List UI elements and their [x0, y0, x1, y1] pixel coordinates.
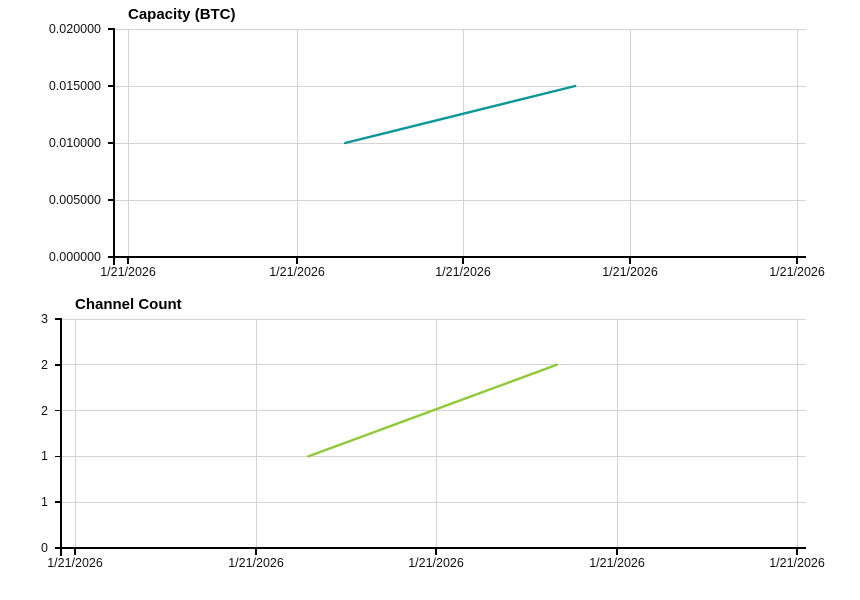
channel-count-y-tick-mark [55, 409, 62, 412]
channel-count-v-gridline [74, 319, 76, 548]
channel-count-h-gridline [62, 455, 806, 457]
capacity-chart-title: Capacity (BTC) [128, 6, 236, 23]
channel-count-v-gridline [435, 319, 437, 548]
capacity-x-tick-label: 1/21/2026 [602, 265, 658, 279]
channel-count-y-tick-mark [55, 455, 62, 458]
channel-count-x-tick-label: 1/21/2026 [589, 556, 645, 570]
capacity-h-gridline [115, 28, 806, 30]
capacity-v-gridline [462, 29, 464, 257]
channel-count-h-gridline [62, 364, 806, 366]
capacity-x-tick-mark [127, 257, 129, 264]
channel-count-y-tick-label: 2 [41, 403, 48, 418]
capacity-x-tick-mark [462, 257, 464, 264]
capacity-y-axis-line [113, 29, 115, 265]
capacity-y-tick-mark [108, 28, 115, 30]
channel-count-chart-title: Channel Count [75, 296, 182, 313]
capacity-v-gridline [796, 29, 798, 257]
capacity-x-tick-mark [796, 257, 798, 264]
channel-count-h-gridline [62, 501, 806, 503]
capacity-v-gridline [127, 29, 129, 257]
channel-count-series-line [307, 363, 558, 458]
channel-count-y-tick-label: 3 [41, 312, 48, 326]
capacity-y-tick-mark [108, 256, 115, 258]
channel-count-y-tick-label: 2 [41, 357, 48, 372]
capacity-x-tick-label: 1/21/2026 [100, 265, 156, 279]
capacity-x-tick-label: 1/21/2026 [769, 265, 825, 279]
capacity-x-tick-mark [296, 257, 298, 264]
channel-count-y-tick-mark [55, 547, 62, 549]
channel-count-y-tick-label: 1 [41, 495, 48, 510]
capacity-x-tick-label: 1/21/2026 [269, 265, 325, 279]
capacity-y-tick-label: 0.015000 [48, 79, 101, 93]
channel-count-v-gridline [616, 319, 618, 548]
capacity-x-tick-label: 1/21/2026 [435, 265, 491, 279]
capacity-y-tick-label: 0.000000 [48, 250, 101, 264]
channel-count-x-tick-label: 1/21/2026 [47, 556, 103, 570]
channel-count-h-gridline [62, 318, 806, 320]
channel-count-x-tick-mark [616, 548, 618, 555]
channel-count-y-tick-label: 1 [41, 449, 48, 464]
capacity-y-tick-label: 0.010000 [48, 136, 101, 150]
capacity-v-gridline [296, 29, 298, 257]
capacity-h-gridline [115, 142, 806, 144]
capacity-series-line [343, 84, 577, 145]
channel-count-y-axis-line [60, 319, 62, 556]
channel-count-x-tick-mark [255, 548, 257, 555]
channel-count-x-tick-label: 1/21/2026 [769, 556, 825, 570]
channel-count-x-tick-label: 1/21/2026 [228, 556, 284, 570]
capacity-v-gridline [629, 29, 631, 257]
channel-count-v-gridline [796, 319, 798, 548]
channel-count-x-tick-mark [74, 548, 76, 555]
capacity-y-tick-mark [108, 142, 115, 144]
channel-count-v-gridline [255, 319, 257, 548]
capacity-y-tick-label: 0.005000 [48, 193, 101, 207]
capacity-h-gridline [115, 85, 806, 87]
capacity-y-tick-label: 0.020000 [48, 22, 101, 36]
channel-count-x-tick-label: 1/21/2026 [408, 556, 464, 570]
capacity-x-axis-line [113, 256, 806, 258]
channel-count-y-tick-mark [55, 501, 62, 503]
channel-count-y-tick-mark [55, 318, 62, 320]
channel-count-x-tick-mark [435, 548, 437, 555]
capacity-x-tick-mark [629, 257, 631, 264]
channel-count-x-tick-mark [796, 548, 798, 555]
capacity-h-gridline [115, 199, 806, 201]
channel-count-y-tick-label: 0 [41, 541, 48, 555]
channel-count-x-axis-line [60, 547, 806, 549]
capacity-y-tick-mark [108, 199, 115, 201]
channel-count-y-tick-mark [55, 364, 62, 366]
capacity-y-tick-mark [108, 85, 115, 87]
